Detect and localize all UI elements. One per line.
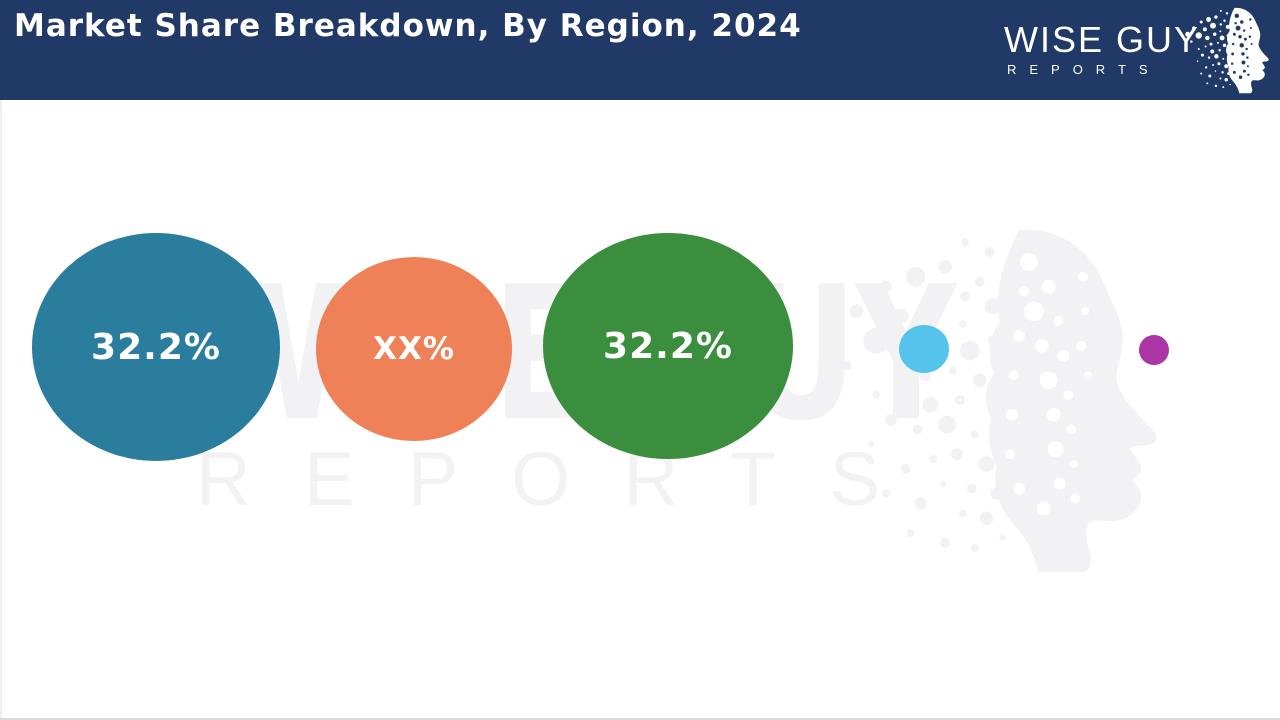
- page-title: Market Share Breakdown, By Region, 2024: [14, 8, 802, 44]
- watermark-subtitle: REPORTS: [196, 437, 934, 522]
- bottom-edge-divider: [0, 718, 1280, 720]
- bubble-chart-area: WISE GUY REPORTS 32.2%North AmericaXX%Eu…: [0, 100, 1280, 720]
- wiseguy-head-icon: [1184, 4, 1270, 94]
- bubble-value-label: 32.2%: [603, 325, 733, 367]
- bubble-apac: 32.2%: [543, 233, 793, 459]
- logo-text: WISE GUY REPORTS: [1003, 19, 1200, 78]
- bubble-europe: XX%: [316, 257, 512, 441]
- wiseguy-logo: WISE GUY REPORTS: [1004, 4, 1270, 94]
- bubble-south-america: [899, 325, 949, 373]
- watermark-head-icon: [817, 215, 1162, 575]
- logo-wordmark: WISE GUY: [1003, 19, 1200, 60]
- bubble-value-label: XX%: [373, 331, 455, 367]
- bubble-mea: [1139, 335, 1169, 365]
- logo-subtitle: REPORTS: [1006, 62, 1161, 77]
- header-bar: Market Share Breakdown, By Region, 2024 …: [0, 0, 1280, 100]
- bubble-north-america: 32.2%: [32, 233, 280, 461]
- bubble-value-label: 32.2%: [91, 326, 221, 368]
